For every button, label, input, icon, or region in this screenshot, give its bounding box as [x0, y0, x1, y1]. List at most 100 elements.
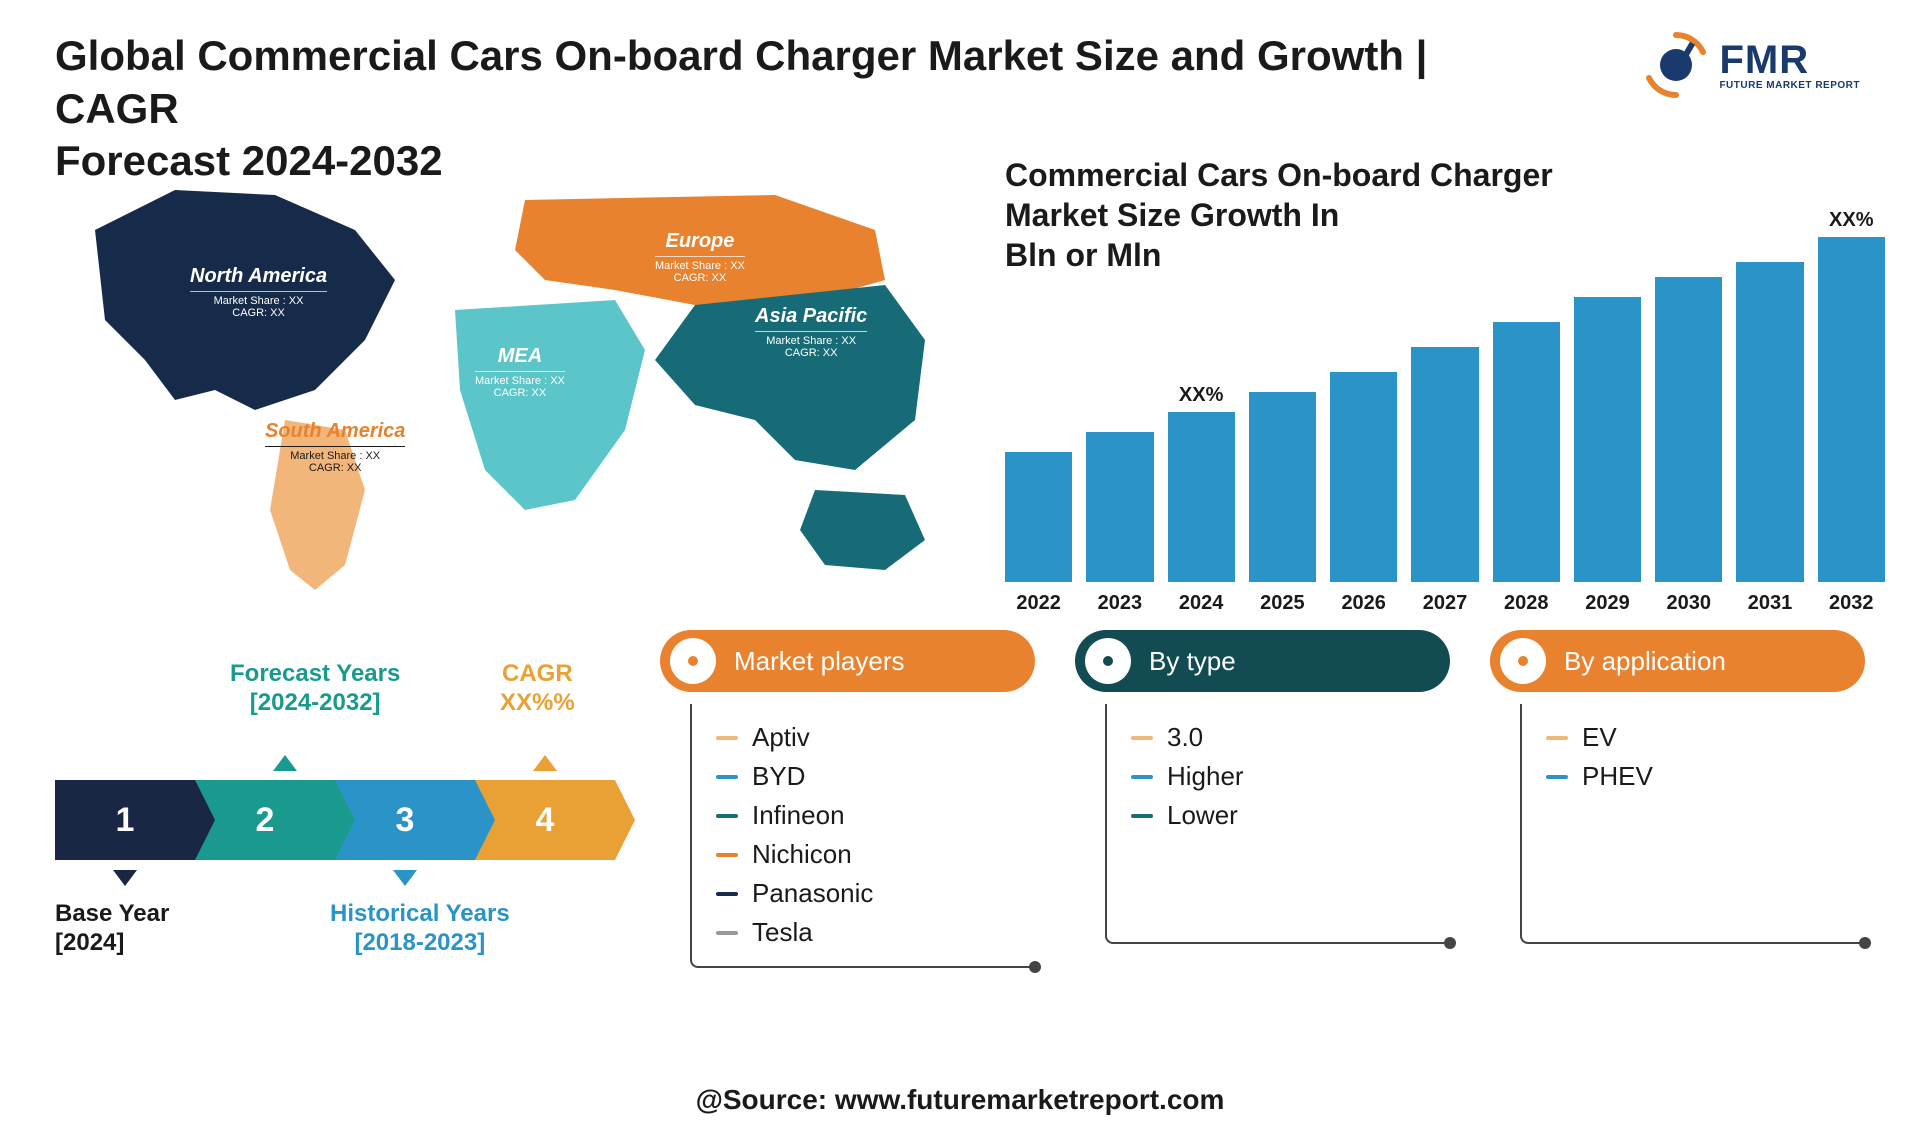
list-item: Infineon [716, 800, 1025, 831]
timeline-step-1: 1 [55, 780, 195, 860]
region-mea [455, 300, 645, 510]
list-item-label: Higher [1167, 761, 1244, 792]
bar-2029 [1574, 297, 1641, 582]
fmr-logo-icon [1641, 30, 1711, 100]
list-item: PHEV [1546, 761, 1855, 792]
bar-2023 [1086, 432, 1153, 582]
tick-icon [716, 814, 738, 818]
logo-subtext: FUTURE MARKET REPORT [1719, 80, 1860, 91]
bars-row: 20222023XX%20242025202620272028202920302… [1005, 285, 1885, 615]
tick-icon [716, 736, 738, 740]
cagr-arrow-icon [533, 755, 557, 771]
historical-years-label: Historical Years [2018-2023] [330, 900, 510, 958]
bar-year-2022: 2022 [1016, 592, 1061, 615]
bar-year-2023: 2023 [1098, 592, 1143, 615]
tick-icon [716, 853, 738, 857]
timeline-step-2: 2 [195, 780, 335, 860]
fmr-logo-text: FMR FUTURE MARKET REPORT [1719, 40, 1860, 91]
list-item: BYD [716, 761, 1025, 792]
tick-icon [1546, 736, 1568, 740]
step-1-num: 1 [116, 801, 135, 840]
bar-2026 [1330, 372, 1397, 582]
region-asia-pacific [655, 285, 925, 470]
category-cards: Market players Aptiv BYD Infineon Nichicon P… [660, 630, 1865, 968]
bar-year-2028: 2028 [1504, 592, 1549, 615]
list-item-label: BYD [752, 761, 805, 792]
bar-col-2026: 2026 [1330, 372, 1397, 615]
region-north-america [95, 190, 395, 410]
bar-col-2023: 2023 [1086, 432, 1153, 615]
bullet-icon [1500, 638, 1546, 684]
market-players-card: Market players Aptiv BYD Infineon Nichicon P… [660, 630, 1035, 968]
list-item-label: Panasonic [752, 878, 873, 909]
forecast-range-text: [2024-2032] [250, 689, 381, 716]
bar-year-2026: 2026 [1341, 592, 1386, 615]
bar-2022 [1005, 452, 1072, 582]
chart-title-l2: Market Size Growth In [1005, 197, 1339, 233]
region-south-america [270, 420, 365, 590]
step-4-num: 4 [536, 801, 555, 840]
market-players-header: Market players [660, 630, 1035, 692]
bar-col-2025: 2025 [1249, 392, 1316, 615]
source-footer: @Source: www.futuremarketreport.com [0, 1084, 1920, 1116]
list-item: Higher [1131, 761, 1440, 792]
base-year-label: Base Year [2024] [55, 900, 169, 958]
step-3-num: 3 [396, 801, 415, 840]
chart-title-l3: Bln or Mln [1005, 237, 1161, 273]
tick-icon [1131, 775, 1153, 779]
forecast-label-text: Forecast Years [230, 660, 400, 687]
fmr-logo: FMR FUTURE MARKET REPORT [1641, 30, 1860, 100]
tick-icon [1131, 814, 1153, 818]
list-item: Lower [1131, 800, 1440, 831]
bar-year-2030: 2030 [1667, 592, 1712, 615]
hist-arrow-icon [393, 870, 417, 886]
market-players-title: Market players [734, 646, 905, 677]
bar-2031 [1736, 262, 1803, 582]
list-item-label: 3.0 [1167, 722, 1203, 753]
tick-icon [716, 931, 738, 935]
bar-col-2027: 2027 [1411, 347, 1478, 615]
by-application-header: By application [1490, 630, 1865, 692]
by-type-body: 3.0 Higher Lower [1105, 704, 1450, 944]
hist-range-text: [2018-2023] [354, 929, 485, 956]
hist-label-text: Historical Years [330, 900, 510, 927]
world-map-svg [55, 170, 955, 600]
bar-col-2032: XX%2032 [1818, 237, 1885, 615]
bullet-icon [670, 638, 716, 684]
cagr-value-text: XX%% [500, 689, 575, 716]
bar-chart: Commercial Cars On-board Charger Market … [1005, 155, 1885, 615]
list-item: Tesla [716, 917, 1025, 948]
bar-2025 [1249, 392, 1316, 582]
region-australia [800, 490, 925, 570]
list-item: Aptiv [716, 722, 1025, 753]
bullet-icon [1085, 638, 1131, 684]
bar-col-2031: 2031 [1736, 262, 1803, 615]
bar-col-2028: 2028 [1493, 322, 1560, 615]
chart-title-l1: Commercial Cars On-board Charger [1005, 157, 1553, 193]
list-item: 3.0 [1131, 722, 1440, 753]
base-arrow-icon [113, 870, 137, 886]
list-item: Nichicon [716, 839, 1025, 870]
source-text: @Source: www.futuremarketreport.com [696, 1084, 1225, 1115]
region-europe [515, 195, 885, 305]
list-item-label: EV [1582, 722, 1617, 753]
tick-icon [716, 775, 738, 779]
bar-top-label-2032: XX% [1829, 209, 1873, 232]
bar-2030 [1655, 277, 1722, 582]
forecast-arrow-icon [273, 755, 297, 771]
list-item: Panasonic [716, 878, 1025, 909]
base-value-text: [2024] [55, 929, 124, 956]
list-item: EV [1546, 722, 1855, 753]
timeline-step-3: 3 [335, 780, 475, 860]
list-item-label: Aptiv [752, 722, 810, 753]
tick-icon [716, 892, 738, 896]
bar-year-2031: 2031 [1748, 592, 1793, 615]
list-item-label: Infineon [752, 800, 845, 831]
bar-year-2025: 2025 [1260, 592, 1305, 615]
tick-icon [1131, 736, 1153, 740]
list-item-label: PHEV [1582, 761, 1653, 792]
step-2-num: 2 [256, 801, 275, 840]
by-application-body: EV PHEV [1520, 704, 1865, 944]
bar-col-2030: 2030 [1655, 277, 1722, 615]
by-application-title: By application [1564, 646, 1726, 677]
